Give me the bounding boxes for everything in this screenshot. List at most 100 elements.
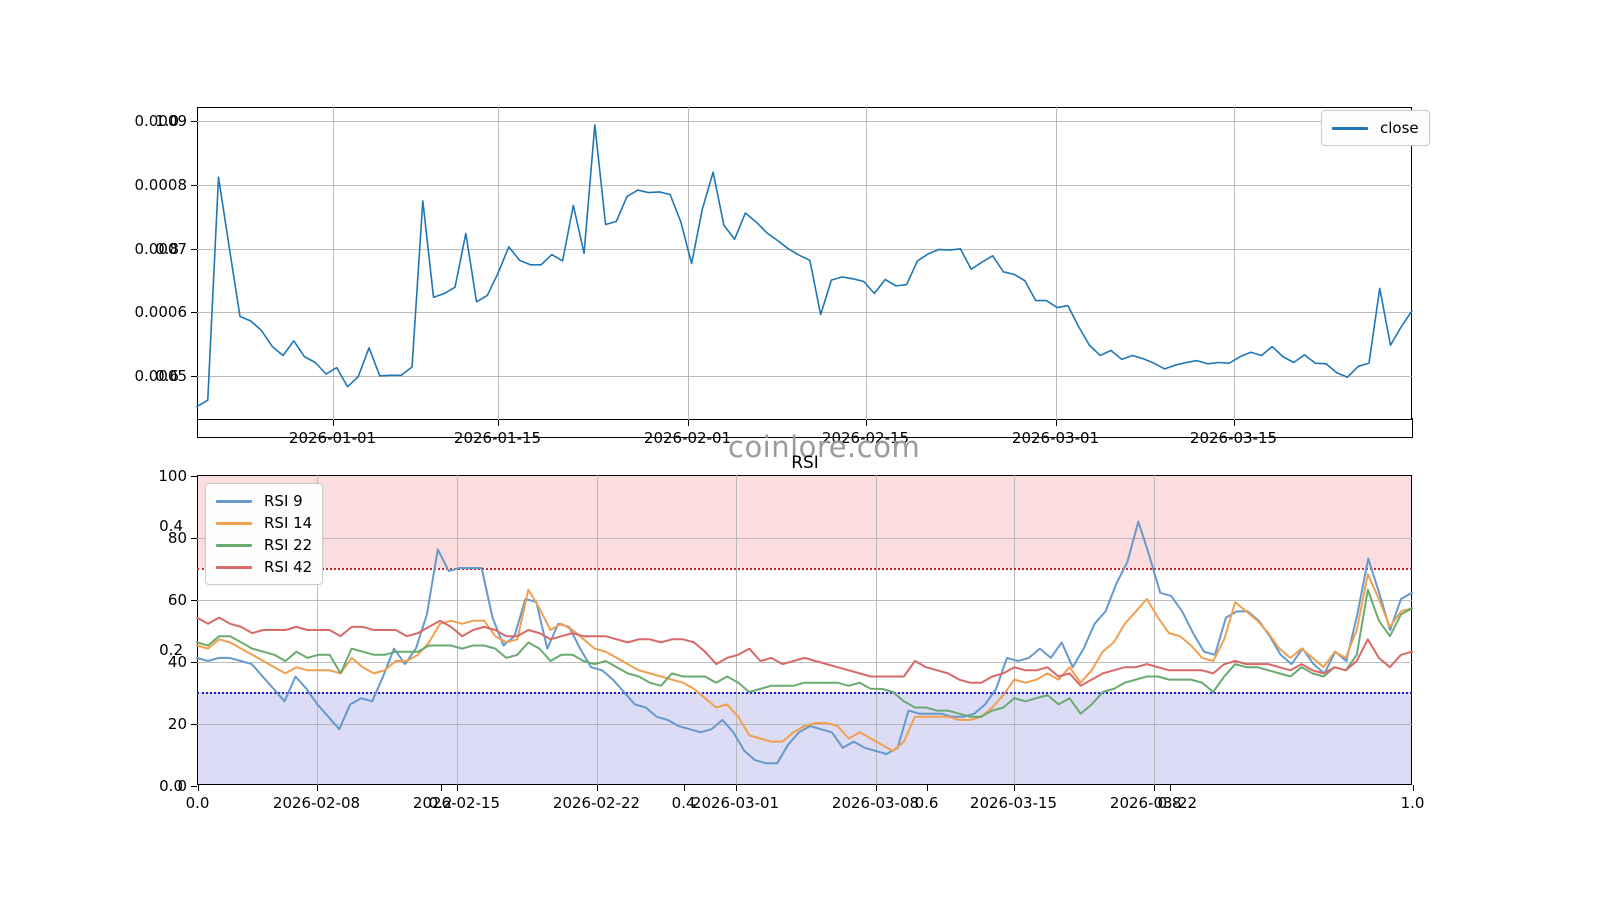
rsi-gridline-h — [197, 661, 1412, 663]
price-gridline-v — [687, 107, 689, 420]
rsi-y-tick — [191, 599, 197, 601]
rsi-y-tick — [191, 723, 197, 725]
legend-label-rsi-3: RSI 42 — [264, 558, 313, 576]
price-outer-spine-left — [197, 418, 198, 438]
rsi-x-tick-label: 2026-02-22 — [552, 794, 641, 812]
legend-item-rsi-2: RSI 22 — [216, 534, 312, 556]
legend-item-close: close — [1332, 117, 1419, 139]
rsi-x-overlay-label: 0.6 — [914, 794, 939, 812]
rsi-title: RSI — [791, 453, 819, 473]
price-y-tick-label: 0.0008 — [134, 175, 188, 194]
price-x-tick — [865, 420, 867, 426]
price-y-tick — [191, 248, 197, 250]
rsi-gridline-v — [596, 475, 598, 785]
price-x-tick-label: 2026-03-15 — [1189, 429, 1278, 447]
rsi-x-overlay-label: 0.8 — [1157, 794, 1182, 812]
price-gridline-h — [197, 248, 1412, 250]
rsi-x-tick — [596, 785, 598, 791]
rsi-x-tick-label: 2026-03-08 — [831, 794, 920, 812]
legend-label-rsi-1: RSI 14 — [264, 514, 313, 532]
rsi-x-overlay-tick — [926, 785, 928, 791]
rsi-x-overlay-tick — [1412, 785, 1414, 791]
rsi-x-overlay-label: 0.2 — [428, 794, 453, 812]
rsi-gridline-v — [456, 475, 458, 785]
legend-label-close: close — [1380, 119, 1419, 137]
price-gridline-v — [1233, 107, 1235, 420]
price-x-tick-label: 2026-01-01 — [288, 429, 377, 447]
rsi-x-tick — [735, 785, 737, 791]
price-plot-frame — [197, 107, 1412, 420]
legend-label-rsi-2: RSI 22 — [264, 536, 313, 554]
price-x-tick-label: 2026-01-15 — [453, 429, 542, 447]
rsi-x-tick — [1153, 785, 1155, 791]
rsi-x-tick-label: 2026-03-15 — [969, 794, 1058, 812]
rsi-x-tick — [875, 785, 877, 791]
price-gridline-v — [865, 107, 867, 420]
price-y-tick-label: 0.0005 — [134, 366, 188, 385]
rsi-x-overlay-label: 0.4 — [671, 794, 696, 812]
price-gridline-h — [197, 184, 1412, 186]
price-x-tick — [497, 420, 499, 426]
price-x-tick — [1055, 420, 1057, 426]
rsi-x-tick — [1013, 785, 1015, 791]
rsi-x-tick-label: 2026-02-08 — [272, 794, 361, 812]
rsi-y-tick — [191, 475, 197, 477]
rsi-gridline-v — [735, 475, 737, 785]
rsi-y-tick-label: 20 — [167, 714, 187, 733]
price-y-tick-label: 0.0007 — [134, 239, 188, 258]
price-gridline-v — [497, 107, 499, 420]
rsi-x-overlay-label: 1.0 — [1400, 794, 1425, 812]
rsi-y-tick-label: 40 — [167, 652, 187, 671]
watermark-coinlore: coinlore.com — [728, 430, 921, 464]
legend-swatch-rsi-3 — [216, 565, 252, 569]
price-y-overlay-label: 1.0 — [155, 111, 179, 130]
rsi-y-tick-label: 100 — [158, 466, 187, 485]
price-gridline-v — [1055, 107, 1057, 420]
price-y-tick-label: 0.0006 — [134, 302, 188, 321]
rsi-gridline-h — [197, 537, 1412, 539]
rsi-gridline-v — [1153, 475, 1155, 785]
price-x-tick — [332, 420, 334, 426]
price-x-tick-label: 2026-02-01 — [643, 429, 732, 447]
rsi-y-overlay-label: 0.2 — [159, 640, 183, 659]
rsi-y-tick-label: 60 — [167, 590, 187, 609]
price-x-tick-label: 2026-03-01 — [1011, 429, 1100, 447]
price-gridline-v — [332, 107, 334, 420]
rsi-x-overlay-tick — [1169, 785, 1171, 791]
price-legend: close — [1321, 110, 1430, 146]
rsi-y-tick-label: 0 — [177, 776, 187, 795]
price-x-tick — [687, 420, 689, 426]
rsi-x-tick — [456, 785, 458, 791]
rsi-legend: RSI 9 RSI 14 RSI 22 RSI 42 — [205, 483, 324, 585]
rsi-y-overlay-label: 0.4 — [159, 516, 183, 535]
rsi-x-tick-label: 2026-03-01 — [691, 794, 780, 812]
rsi-y-tick-label: 80 — [167, 528, 187, 547]
rsi-x-overlay-label: 0.0 — [185, 794, 210, 812]
rsi-oversold-line — [197, 691, 1412, 694]
legend-swatch-close — [1332, 126, 1368, 130]
rsi-x-overlay-tick — [440, 785, 442, 791]
rsi-x-overlay-tick — [197, 785, 199, 791]
rsi-x-tick — [316, 785, 318, 791]
price-y-overlay-label: 0.6 — [155, 366, 179, 385]
price-y-tick — [191, 311, 197, 313]
legend-label-rsi-0: RSI 9 — [264, 492, 303, 510]
legend-item-rsi-0: RSI 9 — [216, 490, 312, 512]
rsi-overbought-line — [197, 567, 1412, 570]
price-outer-spine — [197, 437, 1412, 438]
price-y-overlay-label: 0.8 — [155, 239, 179, 258]
legend-item-rsi-3: RSI 42 — [216, 556, 312, 578]
price-x-tick — [1233, 420, 1235, 426]
price-y-tick — [191, 184, 197, 186]
price-outer-spine-right — [1412, 418, 1413, 438]
rsi-gridline-h — [197, 599, 1412, 601]
rsi-plot-frame — [197, 475, 1412, 785]
price-y-tick — [191, 120, 197, 122]
price-x-tick-label: 2026-02-15 — [821, 429, 910, 447]
rsi-y-overlay-label: 0.0 — [159, 776, 183, 795]
price-chart-panel: 0.0005 0.0006 0.0007 0.0008 0.0009 0.6 0.8 1.0 2… — [134, 107, 1430, 447]
rsi-gridline-v — [1013, 475, 1015, 785]
price-gridline-h — [197, 120, 1412, 122]
rsi-chart-panel: 0 20 40 60 80 100 0.0 0.2 0.4 2026-02-08 2026-02-1… — [0, 460, 1600, 900]
